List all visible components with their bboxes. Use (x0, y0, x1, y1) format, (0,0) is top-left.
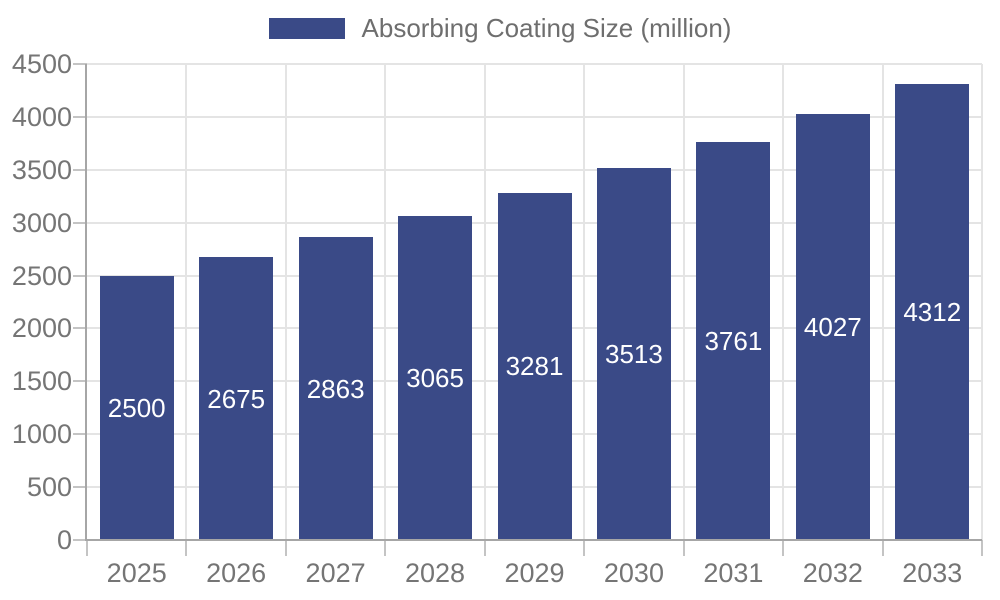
v-gridline (881, 64, 884, 540)
y-tick (73, 115, 87, 118)
x-tick (782, 540, 785, 556)
x-tick (86, 540, 88, 556)
v-gridline (981, 64, 983, 540)
bar-value-label: 3513 (605, 339, 663, 370)
x-tick (284, 540, 287, 556)
y-axis-line (85, 64, 87, 540)
x-tick (981, 540, 983, 556)
x-tick (583, 540, 586, 556)
v-gridline (782, 64, 785, 540)
legend-swatch (268, 17, 345, 39)
x-tick (881, 540, 884, 556)
x-tick (483, 540, 486, 556)
x-tick (682, 540, 685, 556)
y-tick-label: 0 (56, 525, 72, 555)
y-tick-label: 1000 (11, 419, 72, 450)
y-tick (73, 327, 87, 330)
h-gridline (87, 168, 982, 171)
x-tick-label: 2031 (703, 558, 764, 588)
y-tick (73, 380, 87, 383)
x-tick-label: 2028 (405, 558, 466, 588)
x-tick-label: 2030 (603, 558, 664, 588)
x-tick (185, 540, 188, 556)
x-axis-line (85, 539, 982, 541)
x-tick-label: 2026 (206, 558, 267, 588)
y-tick (73, 486, 87, 489)
y-tick-label: 3000 (11, 207, 72, 238)
y-tick (73, 168, 87, 171)
x-tick-label: 2025 (106, 558, 167, 588)
bar-2032[interactable] (795, 114, 870, 540)
v-gridline (284, 64, 287, 540)
bar-2030[interactable] (596, 168, 671, 540)
bar-value-label: 3065 (406, 362, 464, 393)
x-tick (384, 540, 387, 556)
bar-2028[interactable] (398, 215, 473, 540)
v-gridline (682, 64, 685, 540)
x-tick-label: 2027 (305, 558, 366, 588)
bar-2025[interactable] (99, 275, 174, 540)
y-tick-label: 4500 (11, 49, 72, 79)
y-tick (73, 221, 87, 224)
bar-value-label: 3761 (704, 326, 763, 357)
bar-value-label: 2863 (306, 373, 365, 404)
bar-value-label: 4027 (803, 312, 862, 343)
bar-value-label: 2500 (107, 392, 166, 423)
bar-value-label: 4312 (903, 296, 962, 327)
v-gridline (384, 64, 387, 540)
y-tick (73, 433, 87, 436)
bar-value-label: 3281 (505, 351, 564, 382)
bar-2029[interactable] (497, 192, 572, 540)
y-tick-label: 4000 (11, 101, 72, 132)
y-tick-label: 500 (26, 472, 72, 503)
y-tick-label: 2000 (11, 313, 72, 344)
bar-2026[interactable] (199, 257, 274, 540)
y-tick (73, 539, 87, 541)
bar-2033[interactable] (895, 83, 970, 540)
h-gridline (87, 115, 982, 118)
y-tick (73, 274, 87, 277)
y-tick-label: 1500 (11, 366, 72, 397)
bar-2031[interactable] (696, 142, 771, 540)
y-tick (73, 63, 87, 65)
legend-item[interactable]: Absorbing Coating Size (million) (0, 13, 1000, 43)
v-gridline (185, 64, 188, 540)
y-tick-label: 3500 (11, 154, 72, 185)
legend-label: Absorbing Coating Size (million) (361, 13, 732, 43)
v-gridline (483, 64, 486, 540)
bar-2027[interactable] (298, 237, 373, 540)
y-tick-label: 2500 (11, 260, 72, 291)
x-tick-label: 2033 (902, 558, 963, 588)
x-tick-label: 2029 (504, 558, 565, 588)
bar-value-label: 2675 (207, 383, 266, 414)
h-gridline (87, 63, 982, 65)
v-gridline (583, 64, 586, 540)
x-tick-label: 2032 (802, 558, 863, 588)
